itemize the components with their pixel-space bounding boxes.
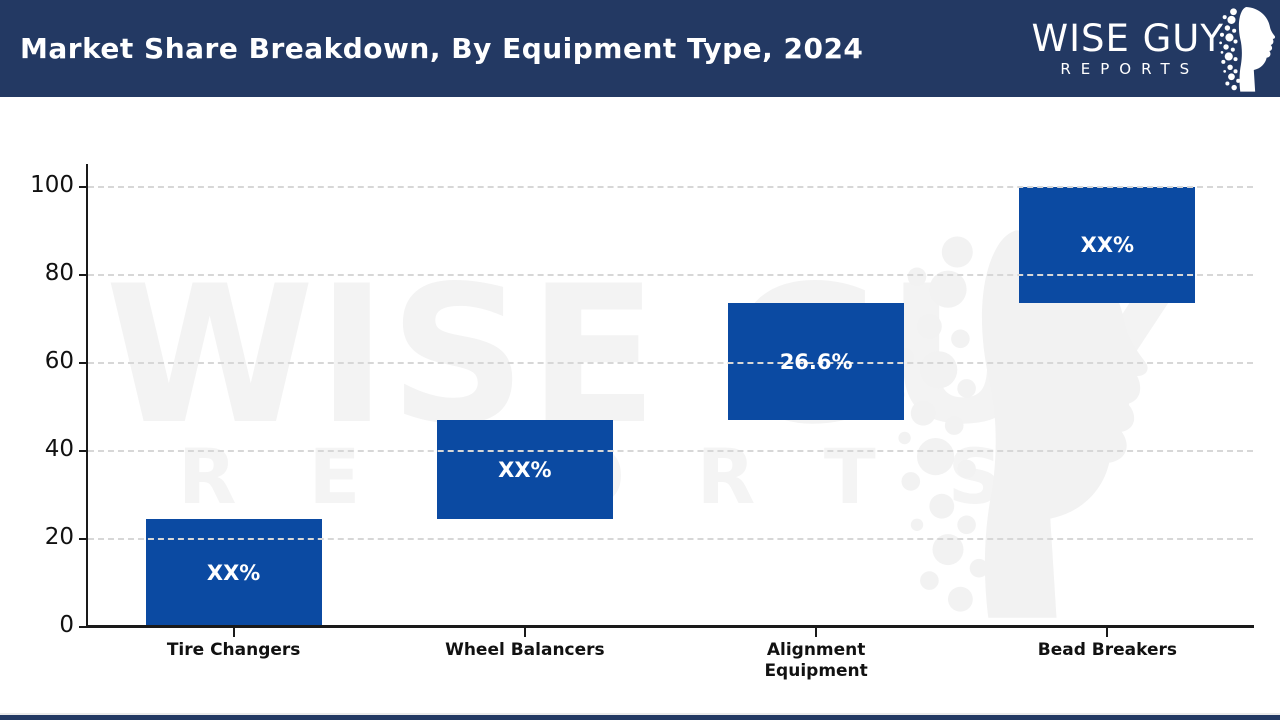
bar — [145, 519, 322, 627]
y-tick — [79, 626, 88, 628]
y-tick-label: 60 — [44, 348, 74, 374]
x-tick — [815, 628, 818, 637]
gridline — [88, 362, 1253, 364]
y-tick — [79, 538, 88, 540]
chart-title: Market Share Breakdown, By Equipment Typ… — [20, 32, 864, 65]
y-tick-label: 0 — [59, 612, 74, 638]
y-axis-line — [86, 164, 88, 627]
logo-face-icon — [1219, 6, 1276, 92]
y-tick-label: 100 — [30, 172, 74, 198]
x-tick-label-line: Alignment — [766, 640, 866, 660]
gridline — [88, 538, 1253, 540]
brand-logo: WISE GUY REPORTS — [1032, 0, 1280, 97]
x-tick — [232, 628, 235, 637]
x-tick — [523, 628, 526, 637]
footer-strip — [0, 713, 1280, 720]
gridline — [88, 450, 1253, 452]
x-tick-label-line: Equipment — [764, 661, 868, 681]
x-tick — [1106, 628, 1109, 637]
y-tick-label: 20 — [44, 524, 74, 550]
x-tick-label: Alignment Equipment — [670, 640, 962, 682]
y-tick-label: 80 — [44, 260, 74, 286]
x-tick-label-line: Wheel Balancers — [445, 640, 605, 660]
y-tick — [79, 450, 88, 452]
bar — [728, 303, 905, 421]
y-tick — [79, 274, 88, 276]
y-tick — [79, 186, 88, 188]
logo-wordmark: WISE GUY — [1031, 16, 1224, 60]
y-tick — [79, 362, 88, 364]
bar-value-label: XX% — [206, 561, 261, 586]
header: Market Share Breakdown, By Equipment Typ… — [0, 0, 1280, 97]
gridline — [88, 186, 1253, 188]
y-tick-label: 40 — [44, 436, 74, 462]
bar-value-label: 26.6% — [779, 349, 853, 374]
x-tick-label-line: Tire Changers — [166, 640, 301, 660]
x-tick-label: Wheel Balancers — [379, 640, 671, 661]
logo-text: WISE GUY REPORTS — [1031, 16, 1224, 78]
logo-subtext: REPORTS — [1060, 59, 1200, 78]
bar-value-label: XX% — [1080, 233, 1135, 258]
bar — [436, 420, 613, 520]
x-tick-label: Tire Changers — [88, 640, 380, 661]
bar-value-label: XX% — [498, 457, 552, 482]
x-tick-label: Bead Breakers — [961, 640, 1253, 661]
x-axis-line — [86, 625, 1254, 628]
x-tick-label-line: Bead Breakers — [1037, 640, 1178, 660]
gridline — [88, 274, 1253, 276]
